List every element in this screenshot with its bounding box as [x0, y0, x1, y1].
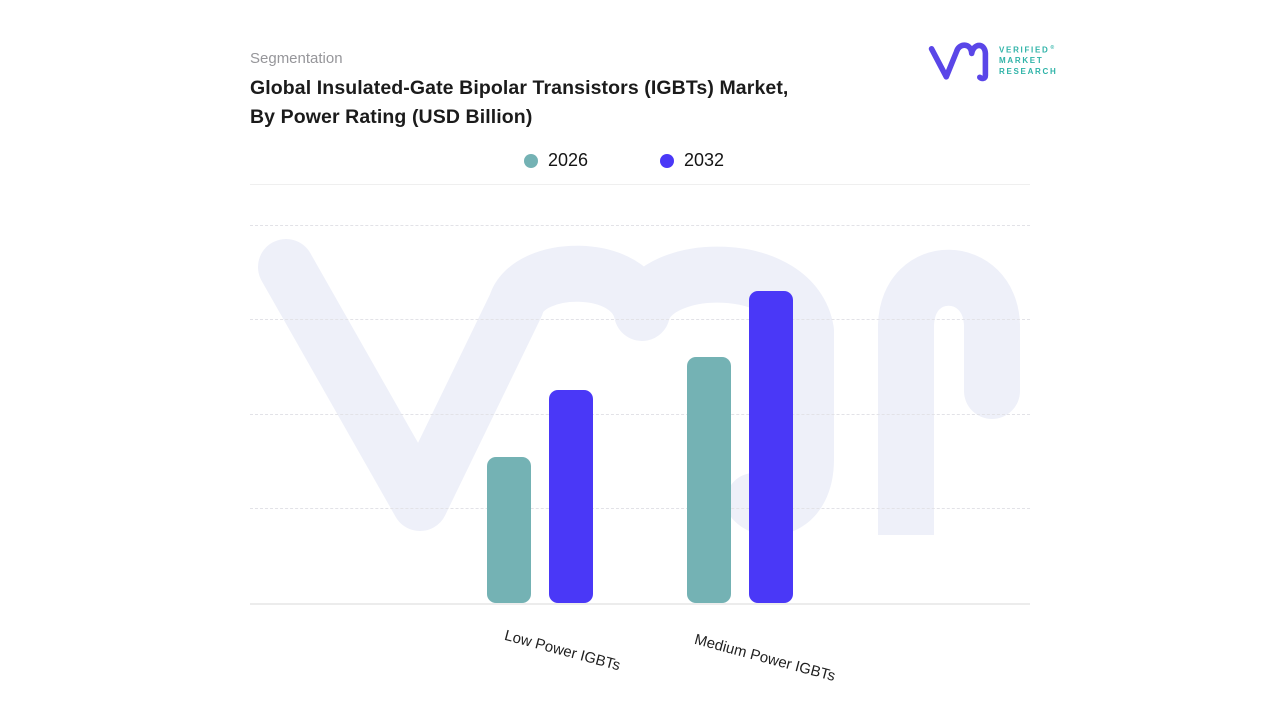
x-axis-label-medium-power-igbts: Medium Power IGBTs: [692, 631, 838, 685]
bar-medium-power-igbts-2026: [687, 357, 731, 603]
legend-item-2026: 2026: [523, 150, 588, 171]
chart-title: Global Insulated-Gate Bipolar Transistor…: [250, 74, 788, 132]
brand-word-market: MARKET: [999, 56, 1044, 66]
brand-word-verified: VERIFIED: [999, 45, 1050, 55]
x-axis-label-low-power-igbts: Low Power IGBTs: [502, 627, 623, 675]
gridline-2: [250, 414, 1030, 415]
brand-word-research: RESEARCH: [999, 66, 1058, 76]
plot-area: [250, 225, 1030, 603]
bar-low-power-igbts-2032: [549, 390, 593, 603]
bar-low-power-igbts-2026: [487, 457, 531, 603]
chart-title-line2: By Power Rating (USD Billion): [250, 106, 533, 128]
chart-legend: 2026 2032: [234, 150, 1014, 171]
x-axis-line: [250, 603, 1030, 605]
legend-label-2026: 2026: [547, 150, 588, 170]
gridline-1: [250, 508, 1030, 509]
legend-item-2032: 2032: [660, 150, 724, 171]
vmr-watermark-icon: [258, 239, 1020, 535]
bar-medium-power-igbts-2032: [749, 291, 793, 603]
gridline-3: [250, 319, 1030, 320]
legend-label-2032: 2032: [684, 150, 725, 170]
legend-swatch-2032-icon: [660, 153, 674, 168]
vmr-logo-icon: [928, 42, 989, 82]
legend-swatch-2026-icon: [523, 153, 538, 168]
brand-logo-text: VERIFIED® MARKET RESEARCH: [999, 36, 1058, 77]
chart-title-line1: Global Insulated-Gate Bipolar Transistor…: [250, 77, 789, 99]
eyebrow-segmentation: Segmentation: [250, 50, 343, 67]
registered-trademark-icon: ®: [1050, 45, 1055, 51]
gridline-4: [250, 225, 1030, 226]
legend-divider: [250, 184, 1030, 185]
brand-logo: VERIFIED® MARKET RESEARCH: [928, 36, 1058, 83]
chart-area: [250, 225, 1030, 605]
